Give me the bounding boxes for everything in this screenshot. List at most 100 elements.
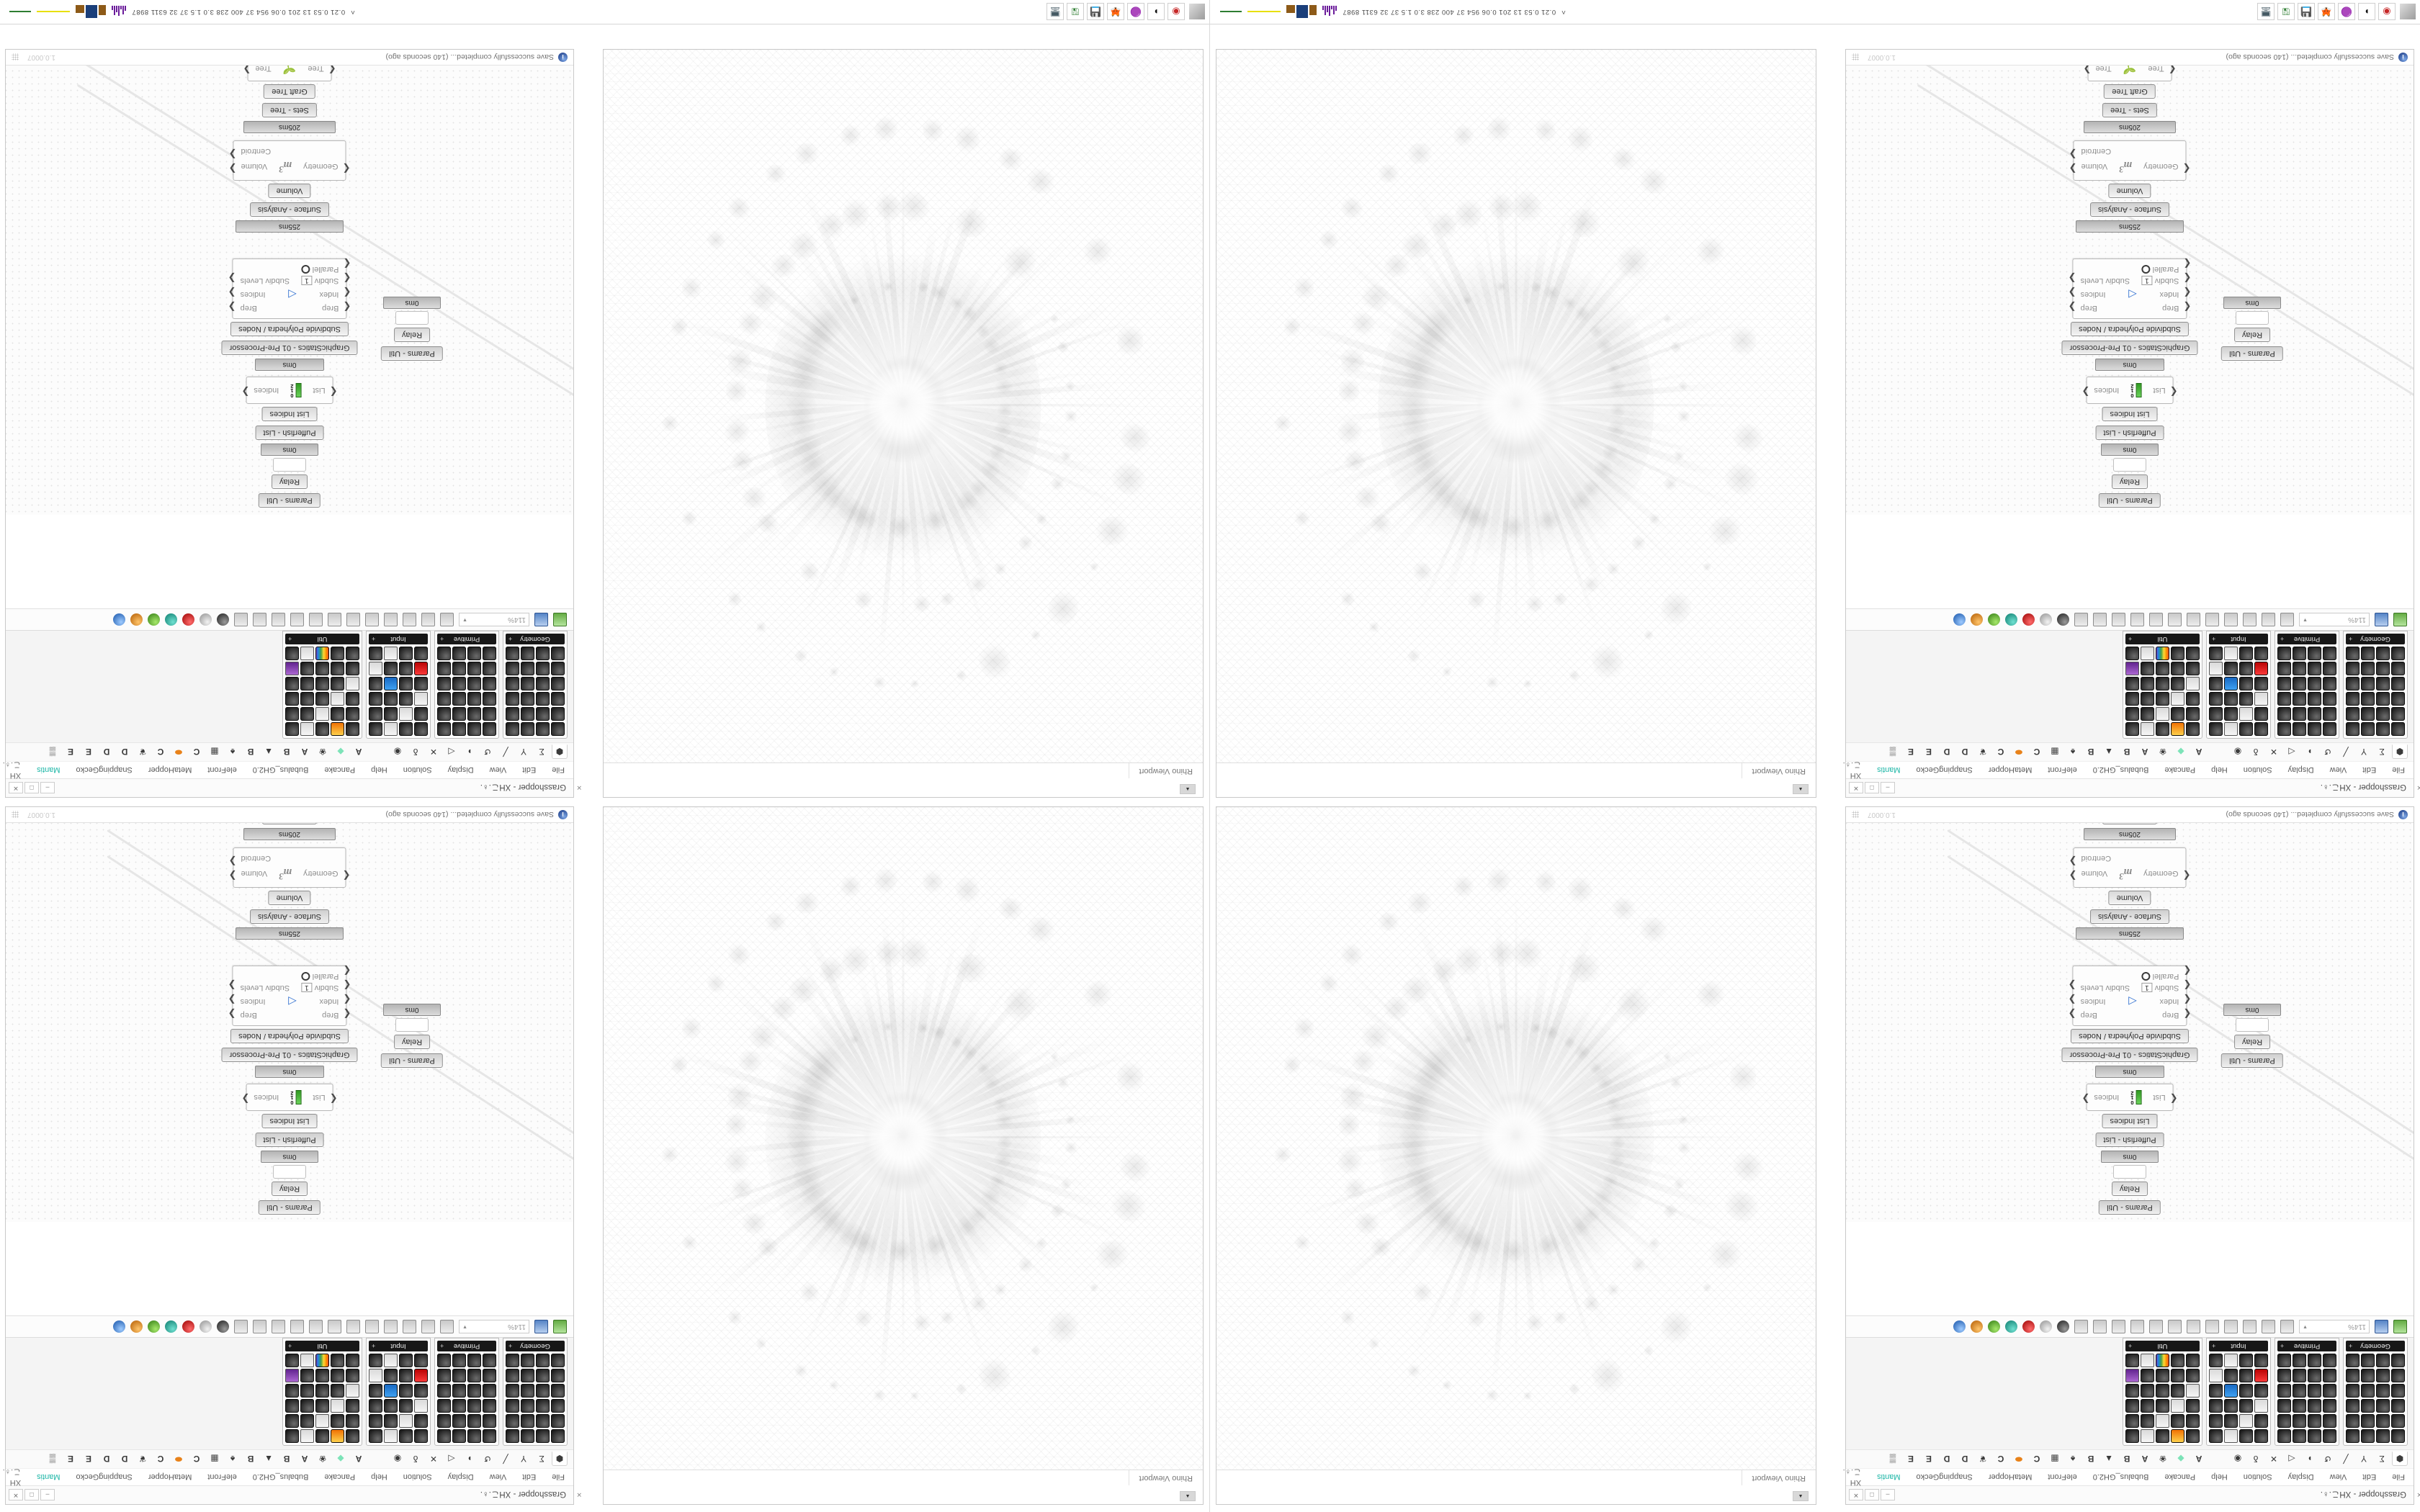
component-icon[interactable] [2171,1369,2184,1382]
menu-item-elefront[interactable]: eleFront [2048,1472,2077,1482]
component-icon[interactable] [2391,722,2405,736]
ribbon-icon-grid[interactable] [2277,647,2336,736]
component-icon[interactable] [300,1369,314,1382]
component-icon[interactable] [2346,647,2360,660]
component-icon[interactable] [285,677,299,690]
document-icon[interactable] [328,613,341,626]
gh-component-list-indices[interactable]: ❮ ❯ List 0 1 2 Indices [2081,377,2178,404]
ribbon-tab-8[interactable]: δ [413,1454,418,1464]
expand-icon[interactable]: + [2280,635,2285,643]
ribbon-tab-plugin-6[interactable]: B [2087,1454,2094,1464]
ribbon-tab-plugin-16[interactable]: E [68,747,74,757]
component-icon[interactable] [346,662,359,675]
ribbon-tab-strip[interactable]: ⬢ Σ Υ ╱ ↺ ◗ ◁ ✕ δ ◉ A ◆ ❀ A B ▲ B ♠ ▦ C ⬬ C ❦ D D E E ▒ [1846,1449,2414,1468]
component-icon[interactable] [551,1384,565,1398]
gh-component-label[interactable]: Volume [2108,891,2151,905]
component-icon[interactable] [2391,1414,2405,1428]
menu-item-metahopper[interactable]: MetaHopper [1988,765,2033,775]
tray-expand-icon[interactable]: ˄ [1561,8,1566,16]
gh-group-label[interactable]: Params - Util [259,493,321,508]
viewport-tab[interactable]: Rhino Viewport [1128,1470,1203,1485]
ribbon-tab-strip[interactable]: ⬢ Σ Υ ╱ ↺ ◗ ◁ ✕ δ ◉ A ◆ ❀ A B ▲ B ♠ ▦ C ⬬ C ❦ D D E E ▒ [1846,742,2414,761]
ribbon-tab-plugin-11[interactable]: C [1997,747,2004,757]
component-icon[interactable] [2293,1354,2306,1367]
component-icon[interactable] [452,1414,466,1428]
component-icon[interactable] [2141,1429,2154,1443]
ribbon-tab-plugin-13[interactable]: D [121,747,128,757]
component-icon[interactable] [2141,677,2154,690]
chevron-down-icon[interactable]: ▼ [2303,1324,2308,1329]
component-icon[interactable] [2171,1414,2184,1428]
ribbon-tab-5[interactable]: ◗ [2307,1454,2313,1464]
ribbon-icon-grid[interactable] [437,647,496,736]
component-icon[interactable] [369,692,382,706]
component-icon[interactable] [2254,1414,2268,1428]
component-icon[interactable] [2361,1354,2375,1367]
component-icon[interactable] [2308,1429,2321,1443]
ribbon-tab-plugin-2[interactable]: ❀ [318,747,327,757]
gh-group-label[interactable]: Params - Util [2099,493,2161,508]
component-icon[interactable] [521,707,534,721]
ribbon-tab-4[interactable]: ↺ [2323,747,2332,757]
component-icon[interactable] [2277,1414,2291,1428]
ribbon-tab-7[interactable]: ✕ [429,747,438,757]
viewport-collapse-button[interactable]: ▲ [1180,1491,1196,1501]
component-icon[interactable] [285,1384,299,1398]
component-icon[interactable] [551,662,565,675]
component-icon[interactable] [483,1429,496,1443]
ribbon-panel-input[interactable]: Input + [366,1338,431,1446]
menu-item-view[interactable]: View [489,1472,507,1482]
ribbon-icon-grid[interactable] [285,647,359,736]
component-icon[interactable] [2186,1384,2200,1398]
window-edge-close-icon[interactable]: ✕ [2414,1490,2420,1498]
component-icon[interactable] [551,1399,565,1413]
menu-item-bubalus-gh2-0[interactable]: Bubalus_GH2.0 [2092,765,2149,775]
gha-assembly-icon[interactable] [2187,1320,2200,1333]
window-edge-close-icon[interactable]: ✕ [576,1491,582,1498]
component-icon[interactable] [2293,677,2306,690]
menu-item-display[interactable]: Display [447,1472,474,1482]
component-icon[interactable] [483,1384,496,1398]
minimize-button[interactable]: – [40,782,55,794]
expand-icon[interactable]: + [288,1342,292,1350]
menu-bar[interactable]: File Edit View Display Solution Help Pancake Bu… [1843,761,2414,780]
maximize-button[interactable]: □ [24,782,39,794]
component-icon[interactable] [2346,1414,2360,1428]
component-icon[interactable] [2293,722,2306,736]
component-icon[interactable] [300,692,314,706]
component-icon[interactable] [2239,1429,2253,1443]
component-icon[interactable] [2254,1369,2268,1382]
component-icon[interactable] [467,1369,481,1382]
gha-assembly-icon[interactable] [346,613,360,626]
tray-disk-line-icon[interactable] [9,11,31,13]
resize-grip[interactable] [12,811,19,819]
component-icon[interactable] [2141,647,2154,660]
component-icon[interactable] [2209,1354,2223,1367]
expand-icon[interactable]: + [372,635,376,643]
ribbon-panels[interactable]: Geometry + Primitive + Input + Util + [6,630,573,742]
component-icon[interactable] [2293,662,2306,675]
input-port[interactable]: ❮ [329,387,338,397]
ribbon-tab-plugin-14[interactable]: D [1943,1454,1950,1464]
gh-relay-node[interactable] [395,311,429,325]
component-icon[interactable] [2323,677,2336,690]
component-icon[interactable] [506,677,519,690]
close-button[interactable]: ✕ [9,1489,23,1501]
ribbon-tab-plugin-1[interactable]: ◆ [2177,1454,2184,1464]
viewport-toolrow[interactable]: ▲ [604,1488,1203,1504]
shade-grey-icon[interactable] [2040,1320,2052,1333]
component-icon[interactable] [536,662,550,675]
component-icon[interactable] [399,1354,413,1367]
component-icon[interactable] [2293,692,2306,706]
ribbon-tab-3[interactable]: ╱ [2343,747,2349,757]
ribbon-tab-plugin-14[interactable]: D [103,747,110,757]
taskbar-save-floppy-icon[interactable]: 💾 [2298,3,2315,21]
no-wires-icon[interactable] [2074,613,2088,626]
component-icon[interactable] [300,722,314,736]
output-port[interactable]: ❯ [2081,387,2090,397]
tray-memory-graph-icon[interactable] [76,5,106,19]
menu-item-help[interactable]: Help [371,1472,387,1482]
component-icon[interactable] [285,647,299,660]
grasshopper-canvas[interactable]: Params - Util Relay 0ms Pufferfish - List Li… [6,807,573,1222]
component-icon[interactable] [399,662,413,675]
